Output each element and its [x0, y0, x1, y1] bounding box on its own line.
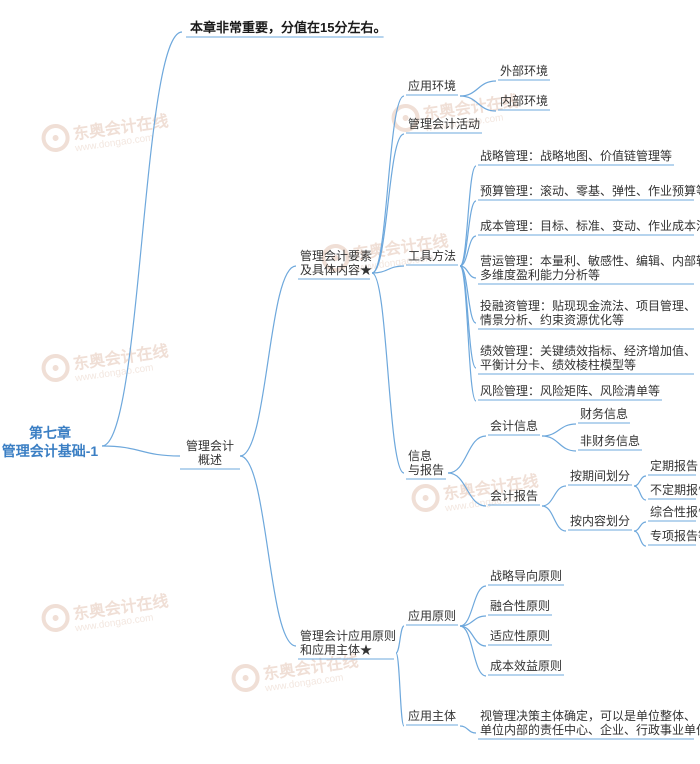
level5-node: 非财务信息 [580, 433, 640, 448]
level4-node: 视管理决策主体确定，可以是单位整体、单位内部的责任中心、企业、行政事业单位。 [480, 708, 700, 737]
connector [460, 81, 496, 96]
level3-node: 应用主体 [408, 708, 456, 723]
connector [396, 626, 404, 653]
mindmap-canvas: 东奥会计在线www.dongao.com 东奥会计在线www.dongao.com… [0, 0, 700, 764]
connector [542, 506, 566, 531]
connector [542, 486, 566, 506]
connector [634, 486, 646, 500]
connector [460, 626, 486, 676]
level3-node: 管理会计活动 [408, 116, 480, 131]
important-note: 本章非常重要，分值在15分左右。 [190, 20, 386, 35]
level6-node: 定期报告 [650, 458, 698, 473]
connector [448, 436, 486, 473]
level4-node: 内部环境 [500, 93, 548, 108]
level6-node: 专项报告等 [650, 528, 700, 543]
level4-node: 融合性原则 [490, 598, 550, 613]
level4-node: 成本管理：目标、标准、变动、作业成本法等 [480, 218, 700, 233]
connector [460, 626, 486, 646]
connector [372, 273, 404, 473]
watermark: 东奥会计在线www.dongao.com [42, 110, 171, 158]
level3-node: 工具方法 [408, 248, 456, 263]
connector [102, 446, 180, 456]
level4-node: 会计信息 [490, 418, 538, 433]
level5-node: 财务信息 [580, 406, 628, 421]
level3-node: 信息与报告 [408, 448, 444, 477]
level4-node: 风险管理：风险矩阵、风险清单等 [480, 383, 660, 398]
connector [542, 424, 576, 436]
level5-node: 按内容划分 [570, 513, 630, 528]
level5-node: 按期间划分 [570, 469, 630, 483]
level4-node: 绩效管理：关键绩效指标、经济增加值、平衡计分卡、绩效棱柱模型等 [480, 343, 696, 372]
level6-node: 不定期报告 [650, 482, 700, 497]
watermark-layer: 东奥会计在线www.dongao.com 东奥会计在线www.dongao.com… [42, 90, 541, 698]
connector [240, 456, 296, 646]
connector [634, 531, 646, 546]
root-title-line1: 第七章 [29, 425, 71, 441]
level3-node: 应用原则 [408, 608, 456, 623]
level3-node: 应用环境 [408, 78, 456, 93]
watermark: 东奥会计在线www.dongao.com [42, 340, 171, 388]
connector [634, 522, 646, 531]
level4-node: 成本效益原则 [490, 658, 562, 673]
level4-node: 预算管理：滚动、零基、弹性、作业预算等 [480, 183, 700, 198]
watermark: 东奥会计在线www.dongao.com [232, 650, 361, 698]
link-layer [102, 32, 646, 733]
connector [634, 476, 646, 486]
connector [460, 586, 486, 626]
level4-node: 战略管理：战略地图、价值链管理等 [480, 148, 672, 163]
level4-node: 战略导向原则 [490, 568, 562, 583]
level4-node: 外部环境 [500, 63, 548, 78]
level6-node: 综合性报告 [650, 504, 700, 519]
connector [460, 266, 476, 368]
connector [460, 266, 476, 401]
connector [396, 653, 404, 726]
level2-node: 管理会计要素及具体内容★ [300, 248, 372, 277]
watermark: 东奥会计在线www.dongao.com [42, 590, 171, 638]
level4-node: 会计报告 [490, 488, 538, 503]
connector [102, 32, 182, 446]
connector [460, 726, 476, 733]
level2-node: 管理会计应用原则和应用主体★ [300, 628, 396, 657]
level4-node: 营运管理：本量利、敏感性、编辑、内部转移定价、多维度盈利能力分析等 [480, 253, 700, 282]
level1-node: 管理会计概述 [186, 438, 234, 467]
connector [542, 436, 576, 451]
level4-node: 适应性原则 [490, 628, 550, 643]
connector [240, 266, 296, 456]
root-title-line2: 管理会计基础-1 [2, 443, 99, 459]
level4-node: 投融资管理：贴现现金流法、项目管理、情景分析、约束资源优化等 [480, 298, 696, 327]
